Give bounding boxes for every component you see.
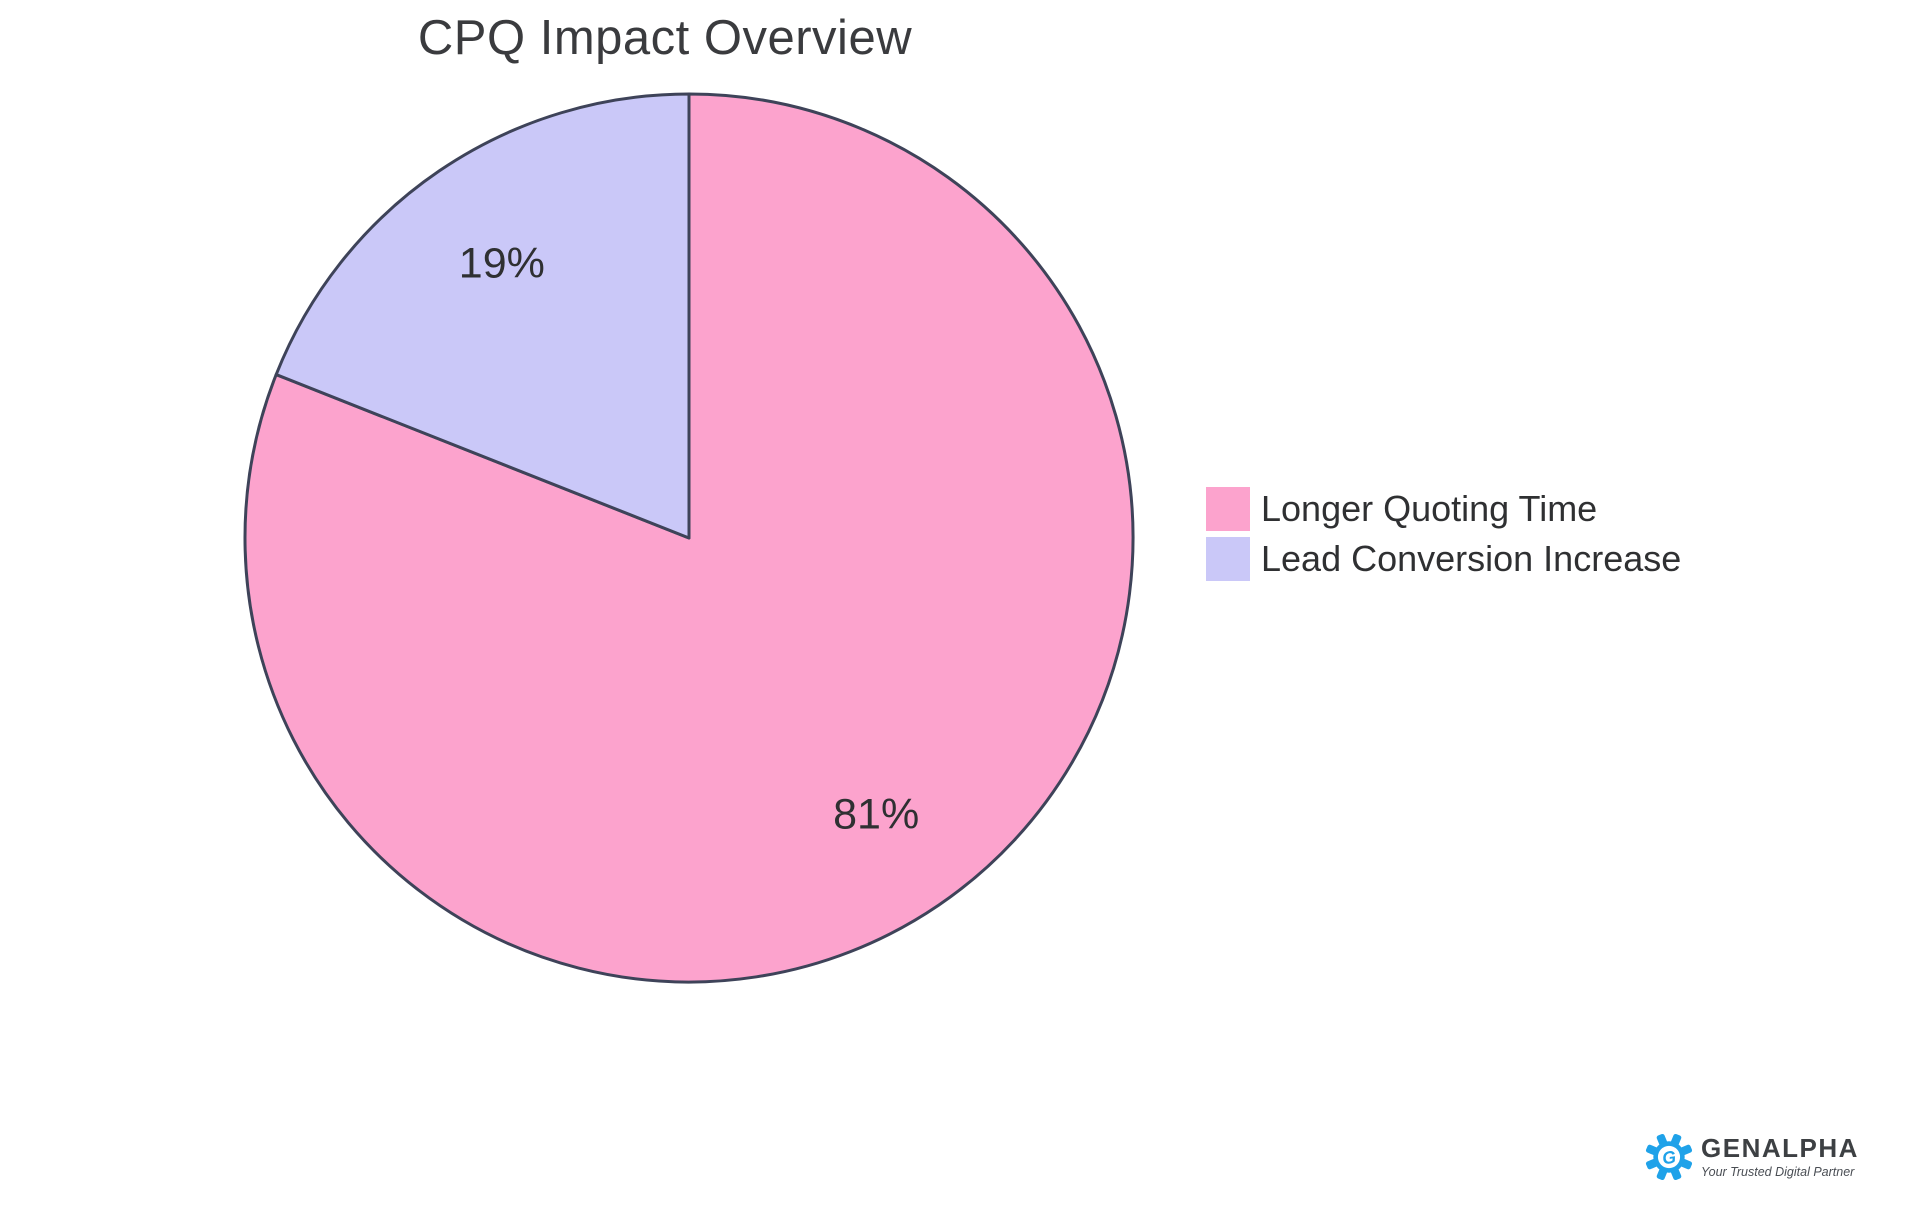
legend-swatch xyxy=(1206,487,1250,531)
legend-label: Lead Conversion Increase xyxy=(1261,538,1682,579)
chart-title: CPQ Impact Overview xyxy=(417,11,913,65)
brand-tagline: Your Trusted Digital Partner xyxy=(1701,1164,1855,1179)
pie-slice-1 xyxy=(274,92,691,540)
brand-name: GENALPHA xyxy=(1701,1133,1859,1164)
legend-item: Longer Quoting Time xyxy=(1206,487,1681,531)
brand-logo: G GENALPHA Your Trusted Digital Partner xyxy=(1645,1131,1859,1183)
pie-chart: 81% 19% xyxy=(243,92,1135,984)
svg-text:G: G xyxy=(1661,1147,1678,1169)
legend-item: Lead Conversion Increase xyxy=(1206,537,1681,581)
gear-icon: G xyxy=(1645,1133,1693,1181)
legend-label: Longer Quoting Time xyxy=(1261,488,1598,529)
legend: Longer Quoting Time Lead Conversion Incre… xyxy=(1206,487,1681,581)
pie-slice-percent-label: 19% xyxy=(459,240,545,288)
legend-swatch xyxy=(1206,537,1250,581)
pie-slice-percent-label: 81% xyxy=(833,790,919,838)
